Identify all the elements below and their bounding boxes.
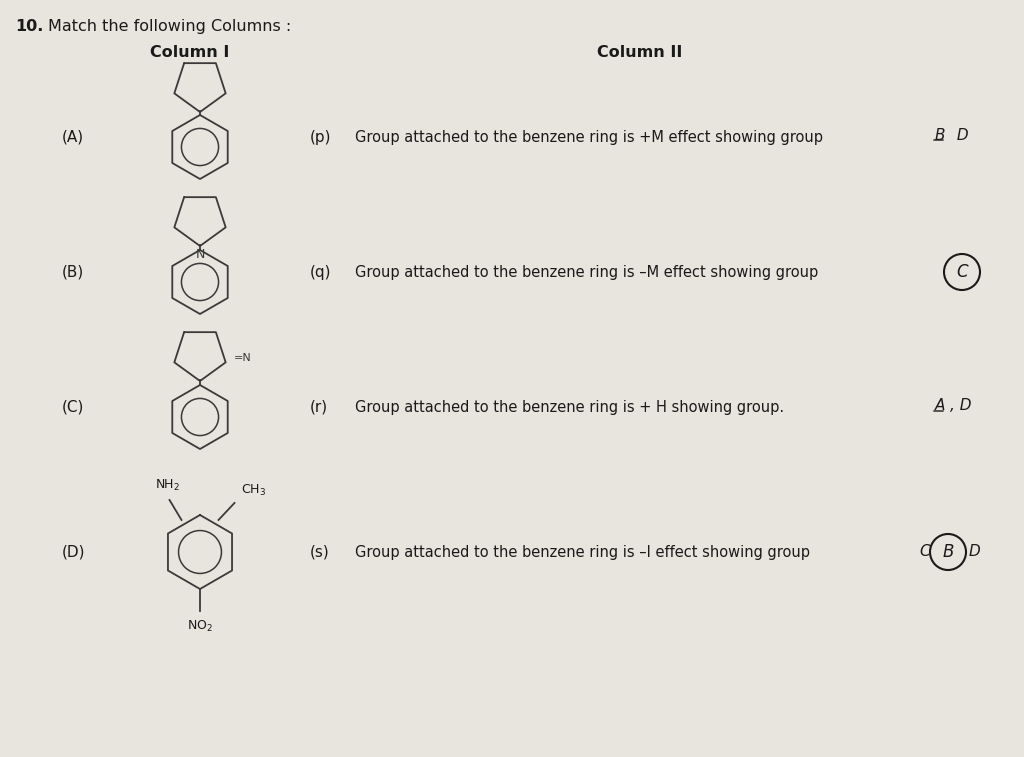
- Text: Group attached to the benzene ring is +M effect showing group: Group attached to the benzene ring is +M…: [355, 129, 823, 145]
- Text: B: B: [935, 127, 945, 142]
- Text: C: C: [956, 263, 968, 281]
- Text: (C): (C): [62, 400, 84, 415]
- Text: A: A: [935, 397, 945, 413]
- Text: Group attached to the benzene ring is + H showing group.: Group attached to the benzene ring is + …: [355, 400, 784, 415]
- Text: =N: =N: [233, 354, 252, 363]
- Text: 10.: 10.: [15, 19, 43, 34]
- Text: (s): (s): [310, 544, 330, 559]
- Text: , D: , D: [950, 397, 972, 413]
- Text: B: B: [942, 543, 953, 561]
- Text: Column II: Column II: [597, 45, 683, 60]
- Text: (D): (D): [62, 544, 85, 559]
- Text: Match the following Columns :: Match the following Columns :: [48, 19, 291, 34]
- Text: (A): (A): [62, 129, 84, 145]
- Text: D: D: [952, 127, 969, 142]
- Text: D: D: [968, 544, 980, 559]
- Text: Group attached to the benzene ring is –I effect showing group: Group attached to the benzene ring is –I…: [355, 544, 810, 559]
- Text: Group attached to the benzene ring is –M effect showing group: Group attached to the benzene ring is –M…: [355, 264, 818, 279]
- Text: NO$_2$: NO$_2$: [187, 619, 213, 634]
- Text: CH$_3$: CH$_3$: [241, 483, 265, 498]
- Text: C: C: [920, 544, 931, 559]
- Text: Column I: Column I: [151, 45, 229, 60]
- Text: N: N: [196, 248, 205, 261]
- Text: (r): (r): [310, 400, 328, 415]
- Text: (B): (B): [62, 264, 84, 279]
- Text: NH$_2$: NH$_2$: [155, 478, 180, 493]
- Text: (q): (q): [310, 264, 332, 279]
- Text: (p): (p): [310, 129, 332, 145]
